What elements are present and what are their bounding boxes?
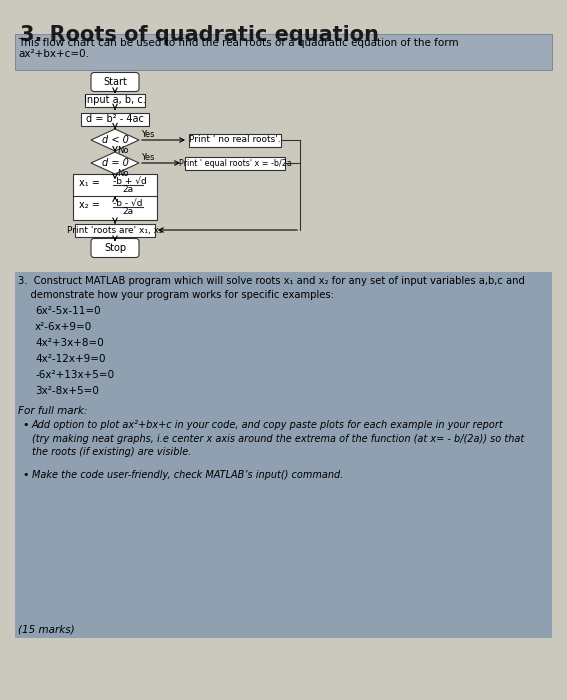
Text: x₁ =: x₁ = bbox=[79, 178, 103, 188]
Text: Stop: Stop bbox=[104, 243, 126, 253]
Text: No: No bbox=[117, 146, 129, 155]
FancyBboxPatch shape bbox=[75, 223, 155, 237]
Text: ax²+bx+c=0.: ax²+bx+c=0. bbox=[18, 49, 89, 59]
Text: -6x²+13x+5=0: -6x²+13x+5=0 bbox=[35, 370, 114, 380]
Text: d = 0: d = 0 bbox=[101, 158, 129, 168]
Text: 4x²-12x+9=0: 4x²-12x+9=0 bbox=[35, 354, 105, 364]
Text: 2a: 2a bbox=[122, 186, 134, 195]
Text: x₂ =: x₂ = bbox=[79, 200, 103, 210]
FancyBboxPatch shape bbox=[91, 73, 139, 92]
Text: Yes: Yes bbox=[141, 130, 154, 139]
Text: Add option to plot ax²+bx+c in your code, and copy paste plots for each example : Add option to plot ax²+bx+c in your code… bbox=[32, 420, 524, 457]
Text: Start: Start bbox=[103, 77, 127, 87]
Text: 6x²-5x-11=0: 6x²-5x-11=0 bbox=[35, 306, 100, 316]
FancyBboxPatch shape bbox=[73, 196, 157, 220]
Text: 3x²-8x+5=0: 3x²-8x+5=0 bbox=[35, 386, 99, 396]
Text: x²-6x+9=0: x²-6x+9=0 bbox=[35, 322, 92, 332]
Text: Print ' equal roots' x = -b/2a: Print ' equal roots' x = -b/2a bbox=[179, 158, 291, 167]
Text: Print ' no real roots'.: Print ' no real roots'. bbox=[189, 136, 281, 144]
Text: Yes: Yes bbox=[141, 153, 154, 162]
Polygon shape bbox=[91, 129, 139, 151]
Polygon shape bbox=[91, 152, 139, 174]
FancyBboxPatch shape bbox=[73, 174, 157, 198]
Text: 3.  Construct MATLAB program which will solve roots x₁ and x₂ for any set of inp: 3. Construct MATLAB program which will s… bbox=[18, 276, 525, 300]
FancyBboxPatch shape bbox=[91, 239, 139, 258]
FancyBboxPatch shape bbox=[15, 272, 552, 638]
Text: 2a: 2a bbox=[122, 207, 134, 216]
Text: -b + √d: -b + √d bbox=[113, 176, 147, 186]
Text: This flow chart can be used to find the real roots of a quadratic equation of th: This flow chart can be used to find the … bbox=[18, 38, 459, 48]
FancyBboxPatch shape bbox=[185, 157, 285, 169]
Text: •: • bbox=[22, 420, 28, 430]
Text: Print 'roots are' x₁, x₂: Print 'roots are' x₁, x₂ bbox=[67, 225, 163, 234]
Text: d = b² - 4ac: d = b² - 4ac bbox=[86, 114, 144, 124]
FancyBboxPatch shape bbox=[15, 34, 552, 70]
Text: -b - √d: -b - √d bbox=[113, 199, 142, 207]
Text: Make the code user-friendly, check MATLAB’s input() command.: Make the code user-friendly, check MATLA… bbox=[32, 470, 344, 480]
Text: d < 0: d < 0 bbox=[101, 135, 129, 145]
FancyBboxPatch shape bbox=[85, 94, 145, 106]
Text: 4x²+3x+8=0: 4x²+3x+8=0 bbox=[35, 338, 104, 348]
Text: 3. Roots of quadratic equation: 3. Roots of quadratic equation bbox=[20, 25, 379, 45]
Text: Input a, b, c.: Input a, b, c. bbox=[84, 95, 146, 105]
Text: No: No bbox=[117, 169, 129, 178]
FancyBboxPatch shape bbox=[81, 113, 149, 125]
Text: (15 marks): (15 marks) bbox=[18, 624, 75, 634]
Text: For full mark:: For full mark: bbox=[18, 406, 87, 416]
FancyBboxPatch shape bbox=[189, 134, 281, 146]
Text: •: • bbox=[22, 470, 28, 480]
